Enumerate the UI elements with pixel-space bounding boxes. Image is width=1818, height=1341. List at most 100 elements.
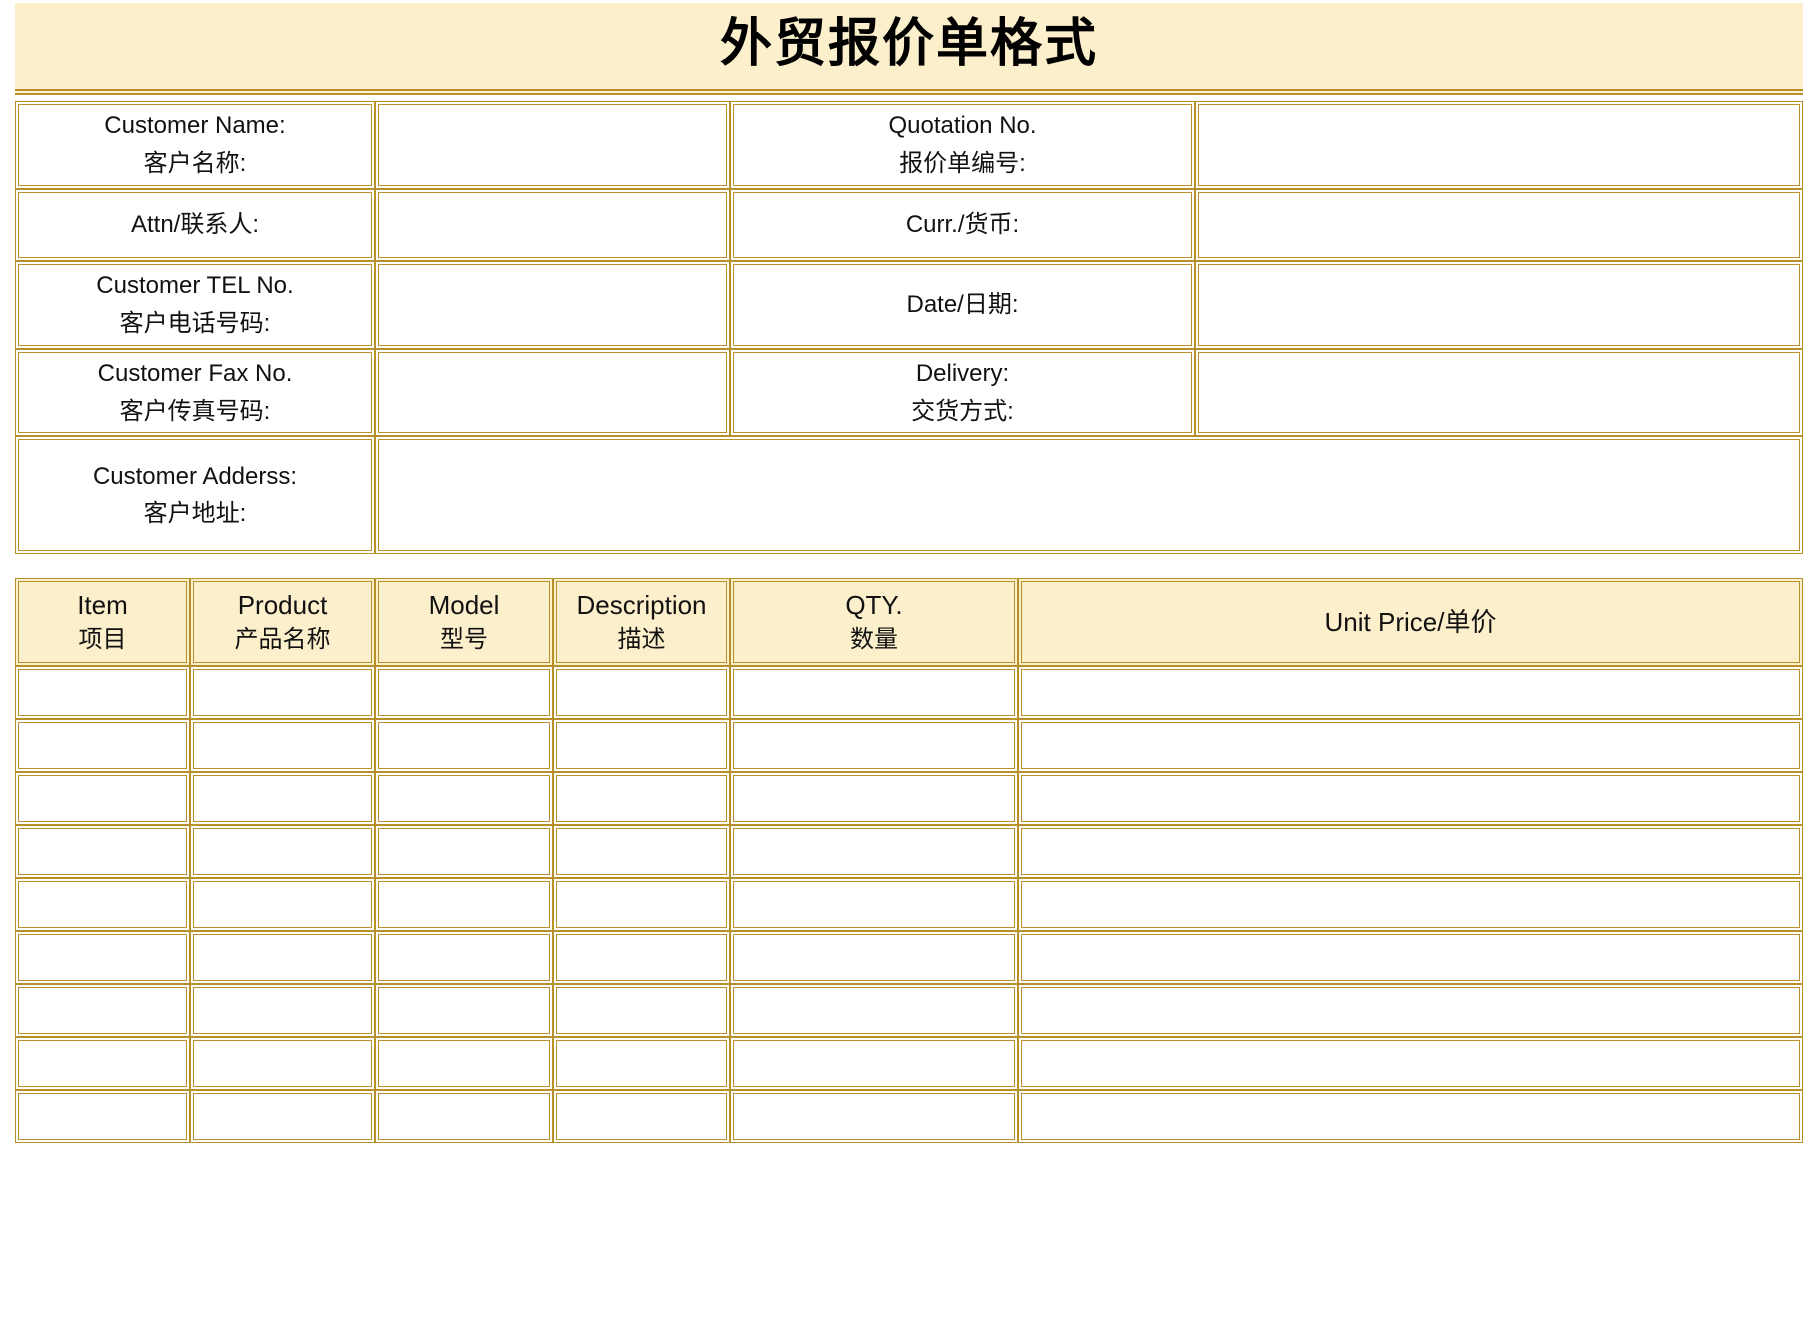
column-header-product-cn: 产品名称	[234, 626, 331, 654]
cell-qty[interactable]	[730, 1090, 1018, 1143]
info-row-customer-fax: Customer Fax No. 客户传真号码: Delivery: 交货方式:	[15, 348, 1803, 437]
cell-description[interactable]	[553, 931, 730, 984]
field-customer-fax[interactable]	[375, 348, 730, 437]
label-customer-address-en: Customer Adderss:	[92, 462, 298, 490]
cell-item[interactable]	[15, 931, 190, 984]
cell-product[interactable]	[190, 984, 375, 1037]
column-header-item: Item 项目	[15, 578, 190, 666]
cell-model[interactable]	[375, 825, 553, 878]
cell-item[interactable]	[15, 719, 190, 772]
table-row	[15, 984, 1803, 1037]
cell-product[interactable]	[190, 719, 375, 772]
cell-description[interactable]	[553, 878, 730, 931]
customer-info-table: Customer Name: 客户名称: Quotation No. 报价单编号…	[15, 101, 1803, 555]
cell-description[interactable]	[553, 984, 730, 1037]
cell-item[interactable]	[15, 772, 190, 825]
label-customer-fax-en: Customer Fax No.	[97, 359, 293, 387]
cell-qty[interactable]	[730, 1037, 1018, 1090]
cell-item[interactable]	[15, 984, 190, 1037]
column-header-model-en: Model	[428, 589, 500, 620]
field-delivery[interactable]	[1195, 348, 1803, 437]
cell-qty[interactable]	[730, 931, 1018, 984]
cell-product[interactable]	[190, 931, 375, 984]
label-date: Date/日期:	[730, 260, 1195, 349]
label-customer-fax-cn: 客户传真号码:	[119, 397, 271, 425]
cell-description[interactable]	[553, 1037, 730, 1090]
info-row-customer-tel: Customer TEL No. 客户电话号码: Date/日期:	[15, 260, 1803, 349]
table-row	[15, 1037, 1803, 1090]
cell-model[interactable]	[375, 666, 553, 719]
column-header-unit-price-en: Unit Price/单价	[1324, 606, 1497, 637]
table-row	[15, 931, 1803, 984]
cell-product[interactable]	[190, 1037, 375, 1090]
label-customer-tel-en: Customer TEL No.	[96, 271, 294, 299]
cell-model[interactable]	[375, 1090, 553, 1143]
column-header-description-en: Description	[576, 589, 707, 620]
cell-model[interactable]	[375, 719, 553, 772]
cell-description[interactable]	[553, 825, 730, 878]
field-currency[interactable]	[1195, 188, 1803, 261]
label-customer-name-cn: 客户名称:	[143, 149, 247, 177]
table-row	[15, 878, 1803, 931]
label-quotation-no: Quotation No. 报价单编号:	[730, 101, 1195, 189]
label-customer-address: Customer Adderss: 客户地址:	[15, 436, 375, 555]
cell-model[interactable]	[375, 1037, 553, 1090]
field-attn[interactable]	[375, 188, 730, 261]
label-customer-name: Customer Name: 客户名称:	[15, 101, 375, 189]
info-row-customer-name: Customer Name: 客户名称: Quotation No. 报价单编号…	[15, 101, 1803, 189]
field-customer-address[interactable]	[375, 436, 1803, 555]
cell-product[interactable]	[190, 1090, 375, 1143]
column-header-description-cn: 描述	[617, 626, 666, 654]
label-customer-tel: Customer TEL No. 客户电话号码:	[15, 260, 375, 349]
cell-product[interactable]	[190, 772, 375, 825]
table-row	[15, 719, 1803, 772]
cell-product[interactable]	[190, 666, 375, 719]
cell-item[interactable]	[15, 878, 190, 931]
cell-qty[interactable]	[730, 984, 1018, 1037]
cell-item[interactable]	[15, 1037, 190, 1090]
cell-description[interactable]	[553, 719, 730, 772]
field-quotation-no[interactable]	[1195, 101, 1803, 189]
cell-description[interactable]	[553, 772, 730, 825]
cell-item[interactable]	[15, 825, 190, 878]
cell-qty[interactable]	[730, 772, 1018, 825]
table-row	[15, 1090, 1803, 1143]
cell-model[interactable]	[375, 984, 553, 1037]
cell-qty[interactable]	[730, 878, 1018, 931]
column-header-model: Model 型号	[375, 578, 553, 666]
cell-unit-price[interactable]	[1018, 825, 1803, 878]
cell-unit-price[interactable]	[1018, 984, 1803, 1037]
cell-qty[interactable]	[730, 825, 1018, 878]
cell-unit-price[interactable]	[1018, 1090, 1803, 1143]
cell-item[interactable]	[15, 1090, 190, 1143]
cell-model[interactable]	[375, 772, 553, 825]
field-date[interactable]	[1195, 260, 1803, 349]
column-header-model-cn: 型号	[440, 626, 488, 654]
column-header-unit-price: Unit Price/单价	[1018, 578, 1803, 666]
cell-unit-price[interactable]	[1018, 719, 1803, 772]
cell-qty[interactable]	[730, 719, 1018, 772]
label-quotation-no-en: Quotation No.	[888, 112, 1037, 139]
cell-unit-price[interactable]	[1018, 772, 1803, 825]
cell-product[interactable]	[190, 825, 375, 878]
label-delivery: Delivery: 交货方式:	[730, 348, 1195, 437]
label-attn-cn: Attn/联系人:	[130, 210, 260, 238]
cell-unit-price[interactable]	[1018, 1037, 1803, 1090]
field-customer-tel[interactable]	[375, 260, 730, 349]
cell-description[interactable]	[553, 666, 730, 719]
field-customer-name[interactable]	[375, 101, 730, 189]
label-quotation-no-cn: 报价单编号:	[899, 149, 1026, 177]
cell-unit-price[interactable]	[1018, 878, 1803, 931]
cell-description[interactable]	[553, 1090, 730, 1143]
cell-unit-price[interactable]	[1018, 931, 1803, 984]
cell-item[interactable]	[15, 666, 190, 719]
cell-unit-price[interactable]	[1018, 666, 1803, 719]
table-row	[15, 825, 1803, 878]
cell-product[interactable]	[190, 878, 375, 931]
cell-model[interactable]	[375, 878, 553, 931]
table-row	[15, 666, 1803, 719]
cell-qty[interactable]	[730, 666, 1018, 719]
cell-model[interactable]	[375, 931, 553, 984]
info-row-customer-address: Customer Adderss: 客户地址:	[15, 436, 1803, 555]
document-title-banner: 外贸报价单格式	[15, 3, 1803, 95]
